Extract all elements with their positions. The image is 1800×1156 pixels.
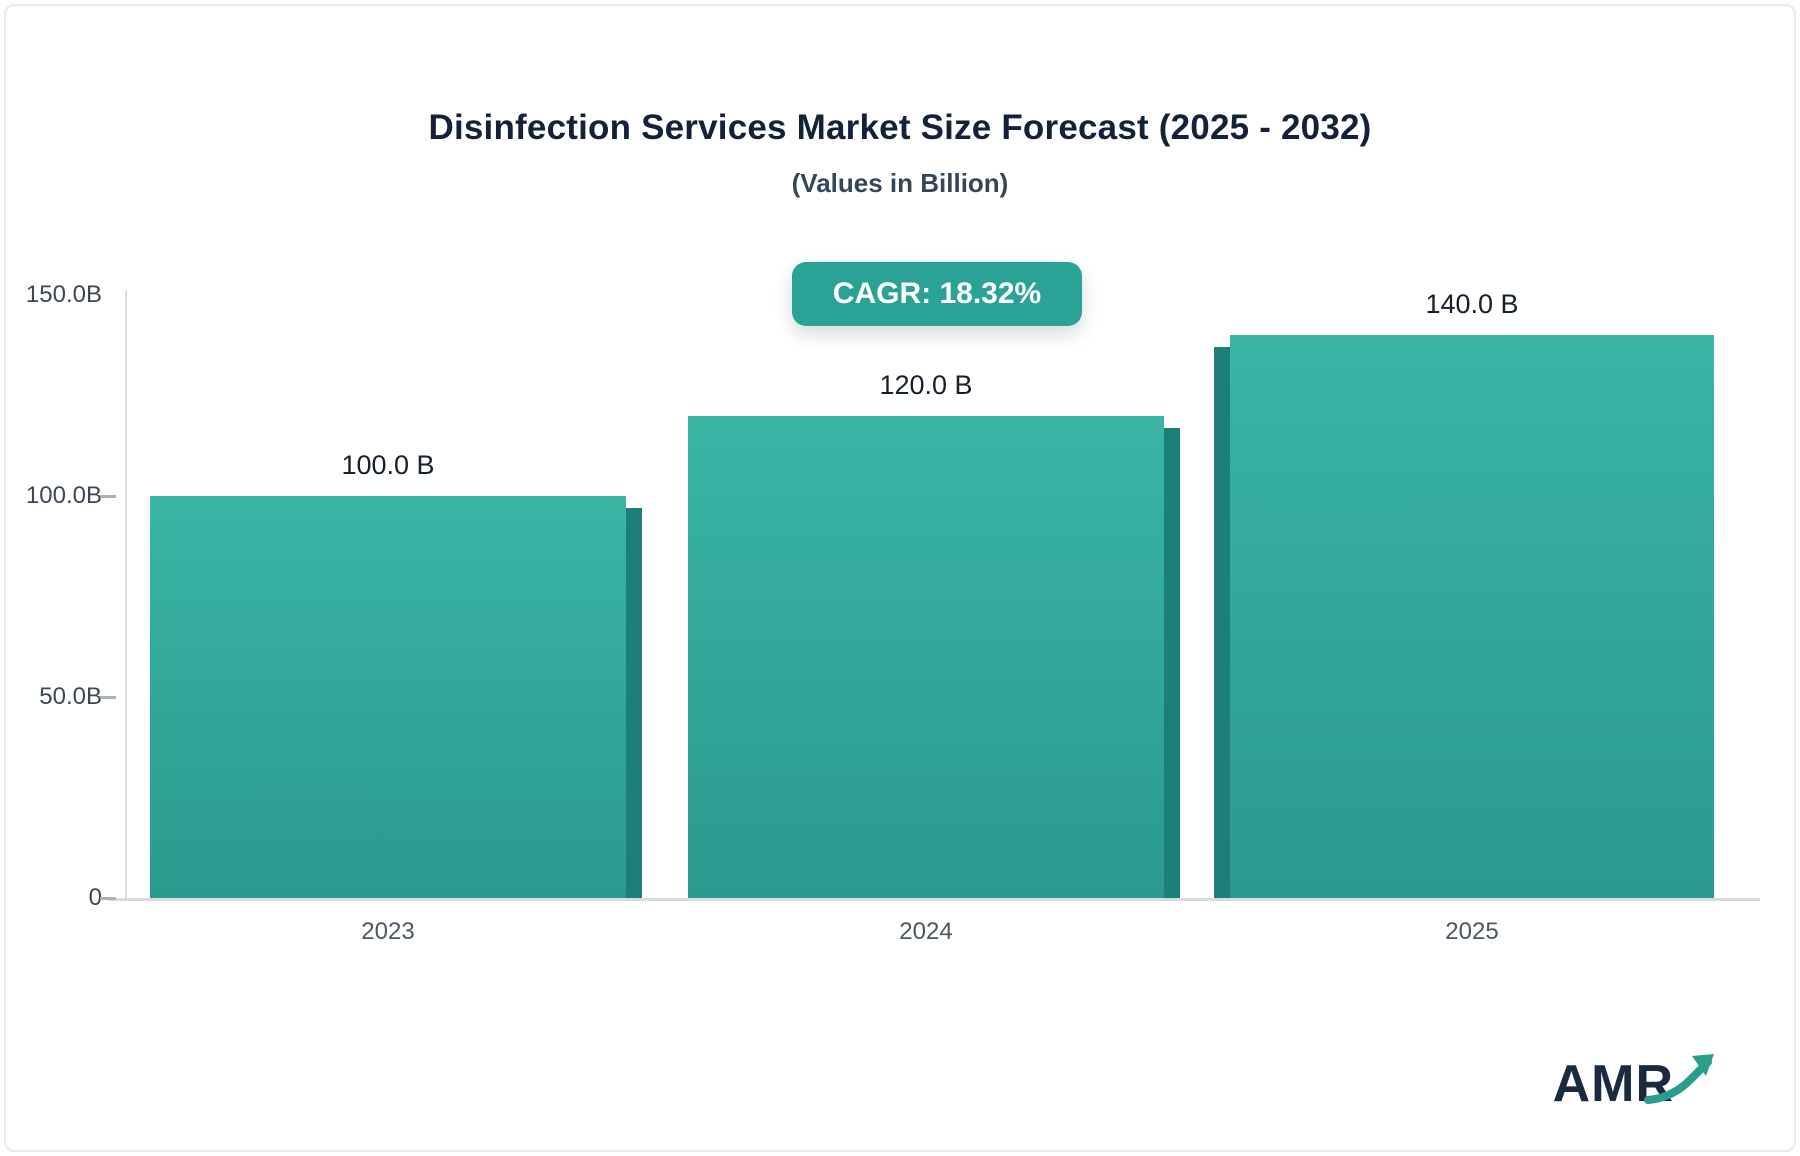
bar-value-label: 100.0 B bbox=[341, 450, 435, 480]
y-axis-line bbox=[125, 290, 127, 900]
bar-side-shadow bbox=[1214, 347, 1230, 898]
y-axis-tick-label: 50.0B bbox=[39, 683, 102, 710]
amr-logo-arrow-icon bbox=[1644, 1054, 1714, 1104]
bar-value-label: 120.0 B bbox=[879, 369, 973, 400]
x-axis-label: 2025 bbox=[1445, 918, 1499, 945]
y-axis-tick-label: 0 bbox=[88, 884, 102, 911]
bar-side-shadow bbox=[626, 508, 642, 898]
y-axis-tick-label: 100.0B bbox=[25, 482, 102, 509]
bar-2023 bbox=[150, 496, 642, 898]
y-axis-tick-mark bbox=[100, 897, 116, 900]
amr-logo: AMR bbox=[1553, 1052, 1716, 1110]
x-axis-label: 2023 bbox=[361, 918, 415, 945]
cagr-badge: CAGR: 18.32% bbox=[792, 262, 1082, 326]
bar-face bbox=[688, 415, 1164, 898]
bar-value-label: 140.0 B bbox=[1425, 289, 1519, 320]
bar-face bbox=[150, 496, 626, 898]
x-axis-label: 2024 bbox=[899, 918, 953, 945]
y-axis-tick-mark bbox=[100, 696, 116, 699]
bar-2024 bbox=[688, 415, 1180, 898]
chart-subtitle: (Values in Billion) bbox=[791, 168, 1009, 198]
bar-2025 bbox=[1214, 335, 1714, 898]
y-axis-tick-mark bbox=[100, 495, 116, 498]
bar-side-shadow bbox=[1164, 427, 1180, 898]
chart-title: Disinfection Services Market Size Foreca… bbox=[428, 108, 1372, 147]
bar-face bbox=[1230, 335, 1714, 898]
x-axis-baseline bbox=[108, 898, 1760, 901]
y-axis-tick-label: 150.0B bbox=[25, 281, 102, 308]
